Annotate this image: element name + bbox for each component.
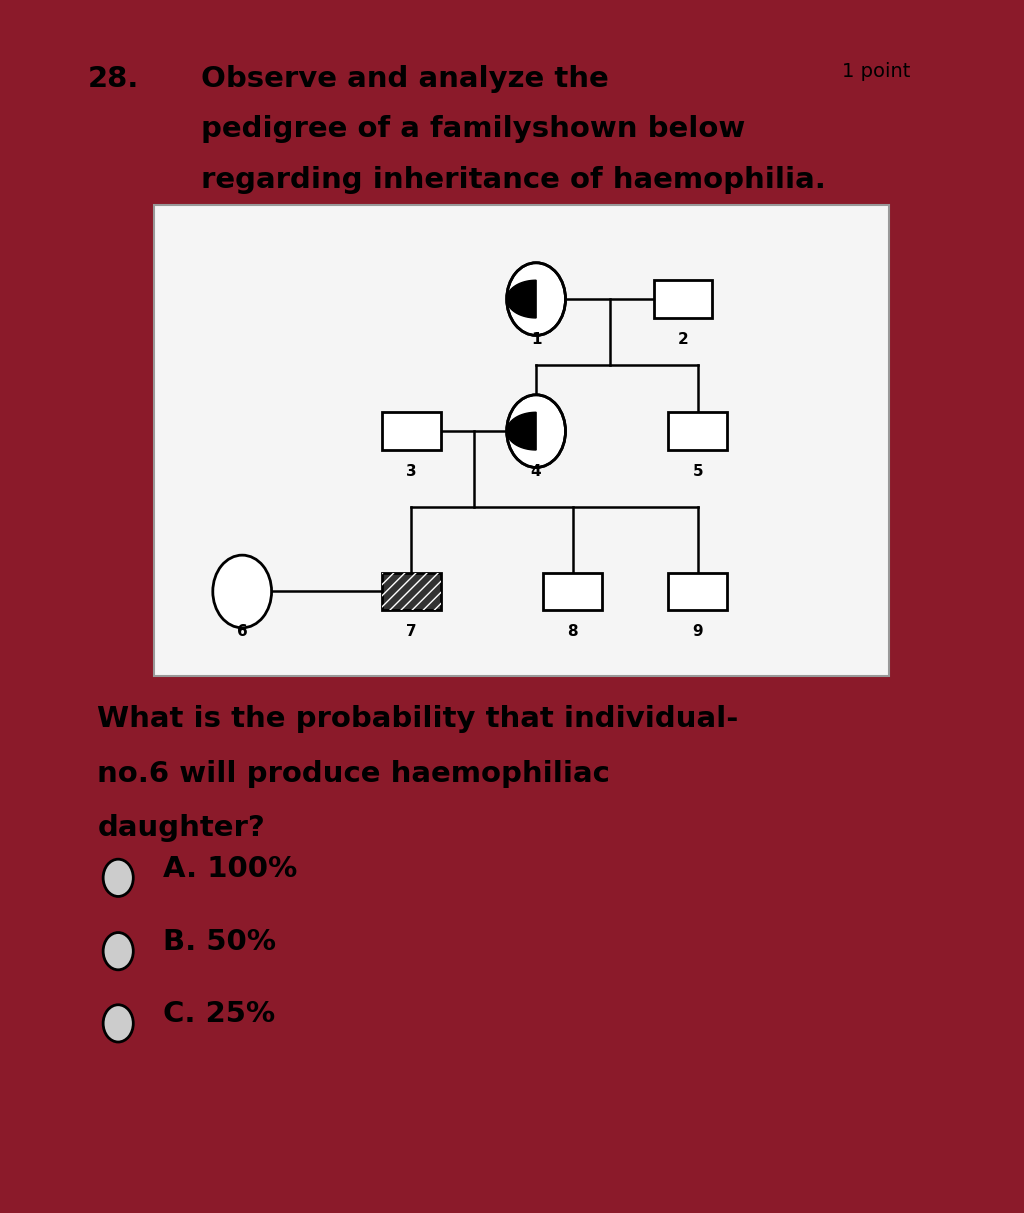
Polygon shape	[507, 412, 537, 450]
FancyBboxPatch shape	[382, 412, 440, 450]
Circle shape	[213, 556, 271, 628]
Text: 7: 7	[406, 625, 417, 639]
Text: 9: 9	[692, 625, 703, 639]
FancyBboxPatch shape	[669, 573, 727, 610]
Text: 5: 5	[692, 465, 703, 479]
Text: 3: 3	[406, 465, 417, 479]
FancyBboxPatch shape	[653, 280, 713, 318]
Circle shape	[507, 263, 565, 336]
Text: Observe and analyze the: Observe and analyze the	[201, 66, 609, 93]
Text: pedigree of a familyshown below: pedigree of a familyshown below	[201, 115, 745, 143]
Text: 8: 8	[567, 625, 579, 639]
Text: 28.: 28.	[88, 66, 139, 93]
Text: 4: 4	[530, 465, 542, 479]
Text: daughter?: daughter?	[97, 814, 265, 842]
Text: 1 point: 1 point	[842, 62, 910, 80]
Text: 2: 2	[678, 332, 688, 347]
Circle shape	[103, 859, 133, 896]
Circle shape	[103, 933, 133, 970]
Text: regarding inheritance of haemophilia.: regarding inheritance of haemophilia.	[201, 166, 826, 194]
Circle shape	[103, 1004, 133, 1042]
Text: A. 100%: A. 100%	[164, 854, 298, 883]
FancyBboxPatch shape	[669, 412, 727, 450]
Text: B. 50%: B. 50%	[164, 928, 276, 956]
Text: 1: 1	[530, 332, 542, 347]
FancyBboxPatch shape	[382, 573, 440, 610]
Text: 6: 6	[237, 625, 248, 639]
FancyBboxPatch shape	[154, 205, 889, 677]
Circle shape	[507, 394, 565, 467]
FancyBboxPatch shape	[544, 573, 602, 610]
Polygon shape	[507, 280, 537, 318]
Text: C. 25%: C. 25%	[164, 1000, 275, 1029]
Text: What is the probability that individual-: What is the probability that individual-	[97, 706, 739, 734]
Text: no.6 will produce haemophiliac: no.6 will produce haemophiliac	[97, 761, 610, 788]
